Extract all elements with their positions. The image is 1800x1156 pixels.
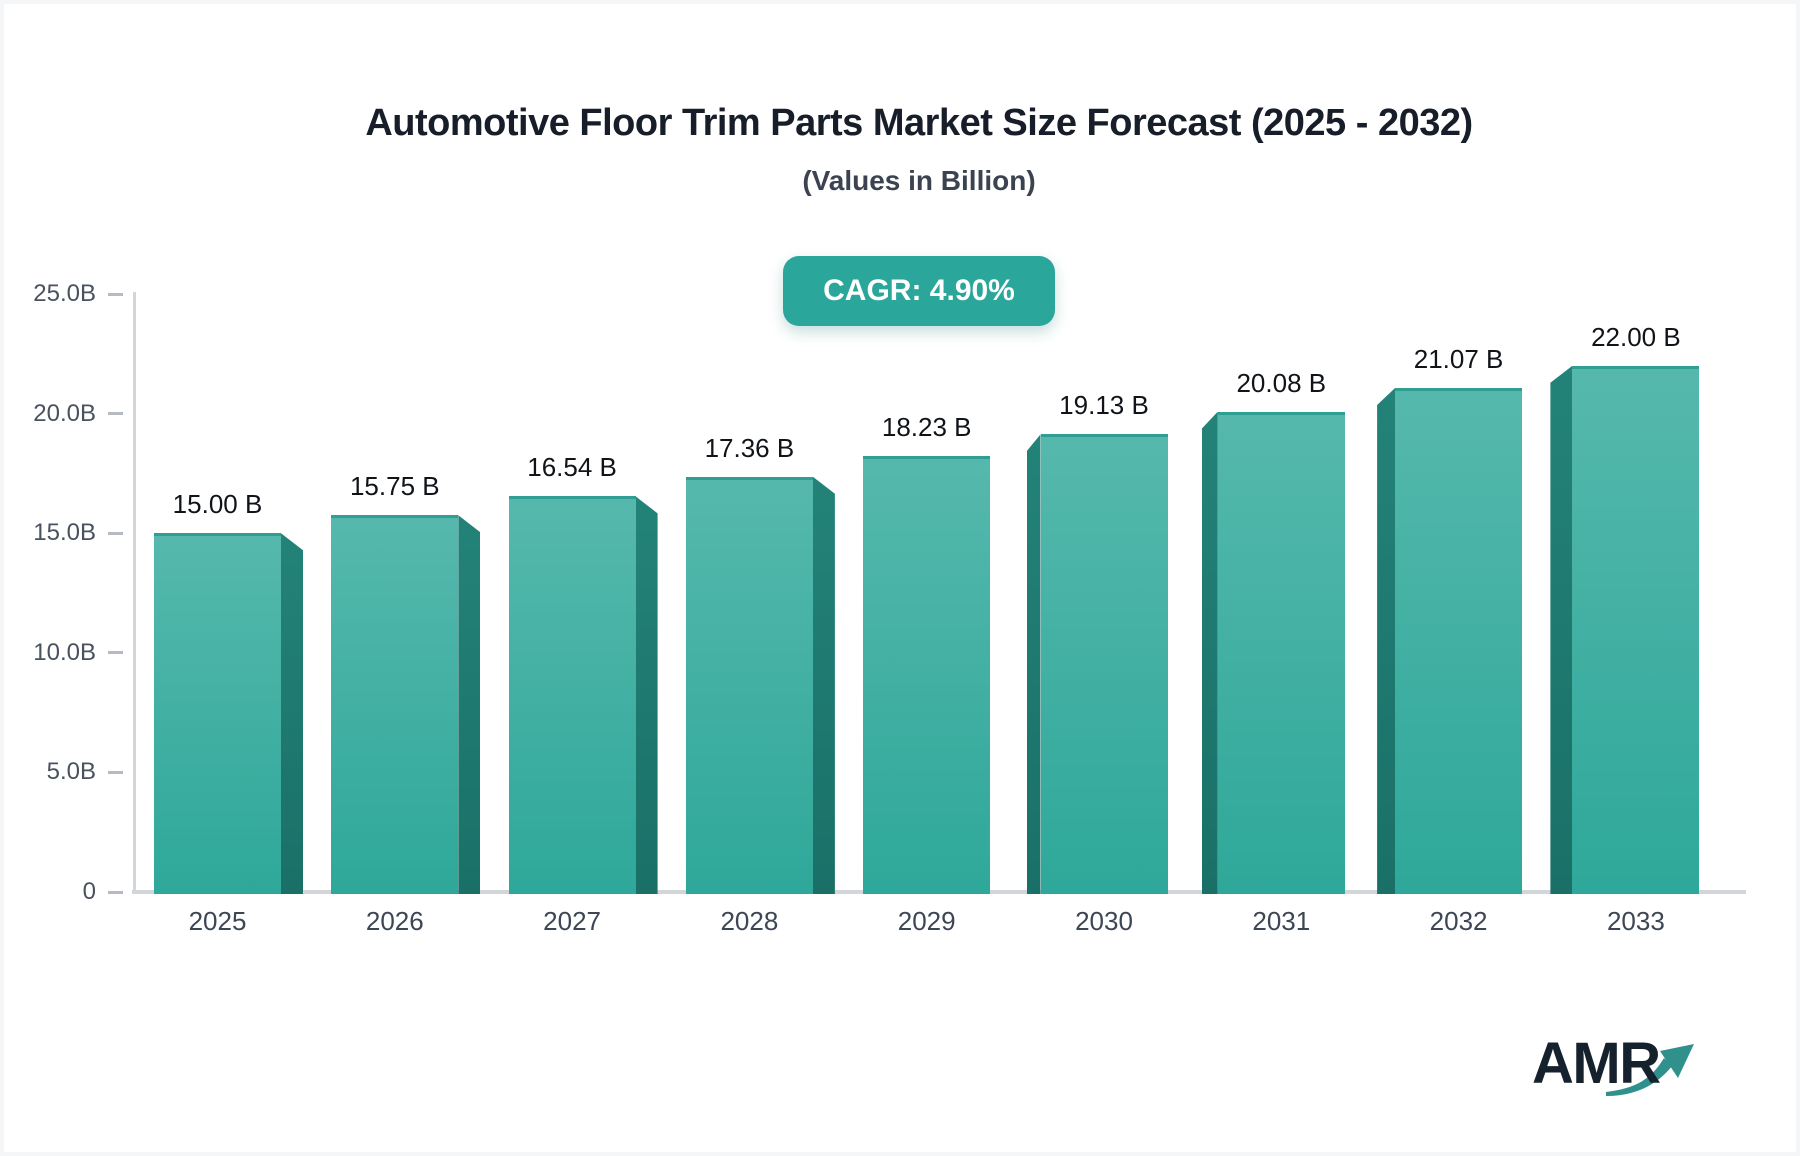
growth-arrow-shaft [1606, 1058, 1672, 1096]
x-axis-label: 2032 [1429, 906, 1488, 936]
x-axis-label: 2026 [365, 906, 424, 936]
bar-side-face [1026, 434, 1041, 894]
bar-face [1572, 365, 1700, 894]
y-tick-label: 25.0B [33, 280, 96, 307]
bar-side-face [1201, 411, 1218, 894]
y-tick-label: 5.0B [46, 758, 96, 786]
bar-value-label: 19.13 B [1059, 390, 1149, 421]
bar-face [1217, 411, 1345, 894]
bar-face [863, 455, 991, 894]
bar-side-face [1377, 388, 1396, 894]
x-axis-label: 2025 [188, 906, 247, 936]
bar-face [154, 533, 281, 894]
y-tick-dash [108, 651, 123, 655]
cagr-badge: CAGR: 4.90% [783, 256, 1055, 326]
y-tick-label: 15.0B [33, 519, 96, 547]
chart-title: Automotive Floor Trim Parts Market Size … [365, 102, 1473, 144]
chart-area: 0 5.0B 10.0B 15.0B 20.0B 25.0B 15.00 B 2025 15.7… [4, 4, 1800, 1156]
bar-face [331, 515, 459, 894]
growth-arrow-head [1660, 1044, 1694, 1078]
bar-face [685, 476, 813, 894]
chart-card: Automotive Floor Trim Parts Market Size … [4, 4, 1796, 1152]
amr-logo: AMR [1532, 1034, 1722, 1118]
chart-subtitle: (Values in Billion) [802, 165, 1036, 196]
bar-side-face [281, 533, 303, 894]
y-tick-dash [108, 412, 123, 416]
bar-side-face [458, 515, 481, 894]
y-tick-label: 10.0B [33, 638, 96, 666]
cagr-badge-row: CAGR: 4.90% [34, 256, 1800, 326]
x-axis-label: 2031 [1252, 906, 1311, 936]
bar-side-face [635, 496, 658, 894]
x-axis-label: 2027 [543, 906, 602, 936]
x-axis-label: 2028 [720, 906, 779, 936]
bar-value-label: 15.00 B [172, 489, 263, 520]
bar-value-label: 18.23 B [881, 411, 972, 442]
bar-value-label: 20.08 B [1236, 367, 1327, 398]
x-axis-label: 2029 [897, 906, 956, 936]
y-tick-dash [108, 770, 123, 774]
bar-value-label: 16.54 B [527, 452, 617, 483]
y-axis-line [133, 292, 136, 894]
bar-value-label: 22.00 B [1591, 321, 1681, 352]
bar-face [508, 496, 636, 894]
bar-value-label: 15.75 B [349, 471, 440, 502]
amr-logo-text: AMR [1532, 1031, 1661, 1096]
x-axis-label: 2033 [1606, 906, 1665, 936]
growth-arrow-icon [1606, 1044, 1694, 1096]
bar-value-label: 17.36 B [704, 432, 795, 463]
x-axis-label: 2030 [1075, 906, 1133, 936]
y-tick-dash [108, 890, 123, 894]
y-tick-label: 0 [82, 878, 96, 905]
bar-value-label: 21.07 B [1413, 344, 1504, 374]
bar-side-face [1550, 365, 1573, 894]
bar-face [1395, 388, 1523, 894]
y-tick-dash [108, 292, 123, 296]
y-tick-label: 20.0B [33, 399, 96, 427]
bar-face [1040, 434, 1168, 894]
y-tick-dash [108, 531, 123, 535]
bar-side-face [812, 476, 835, 894]
